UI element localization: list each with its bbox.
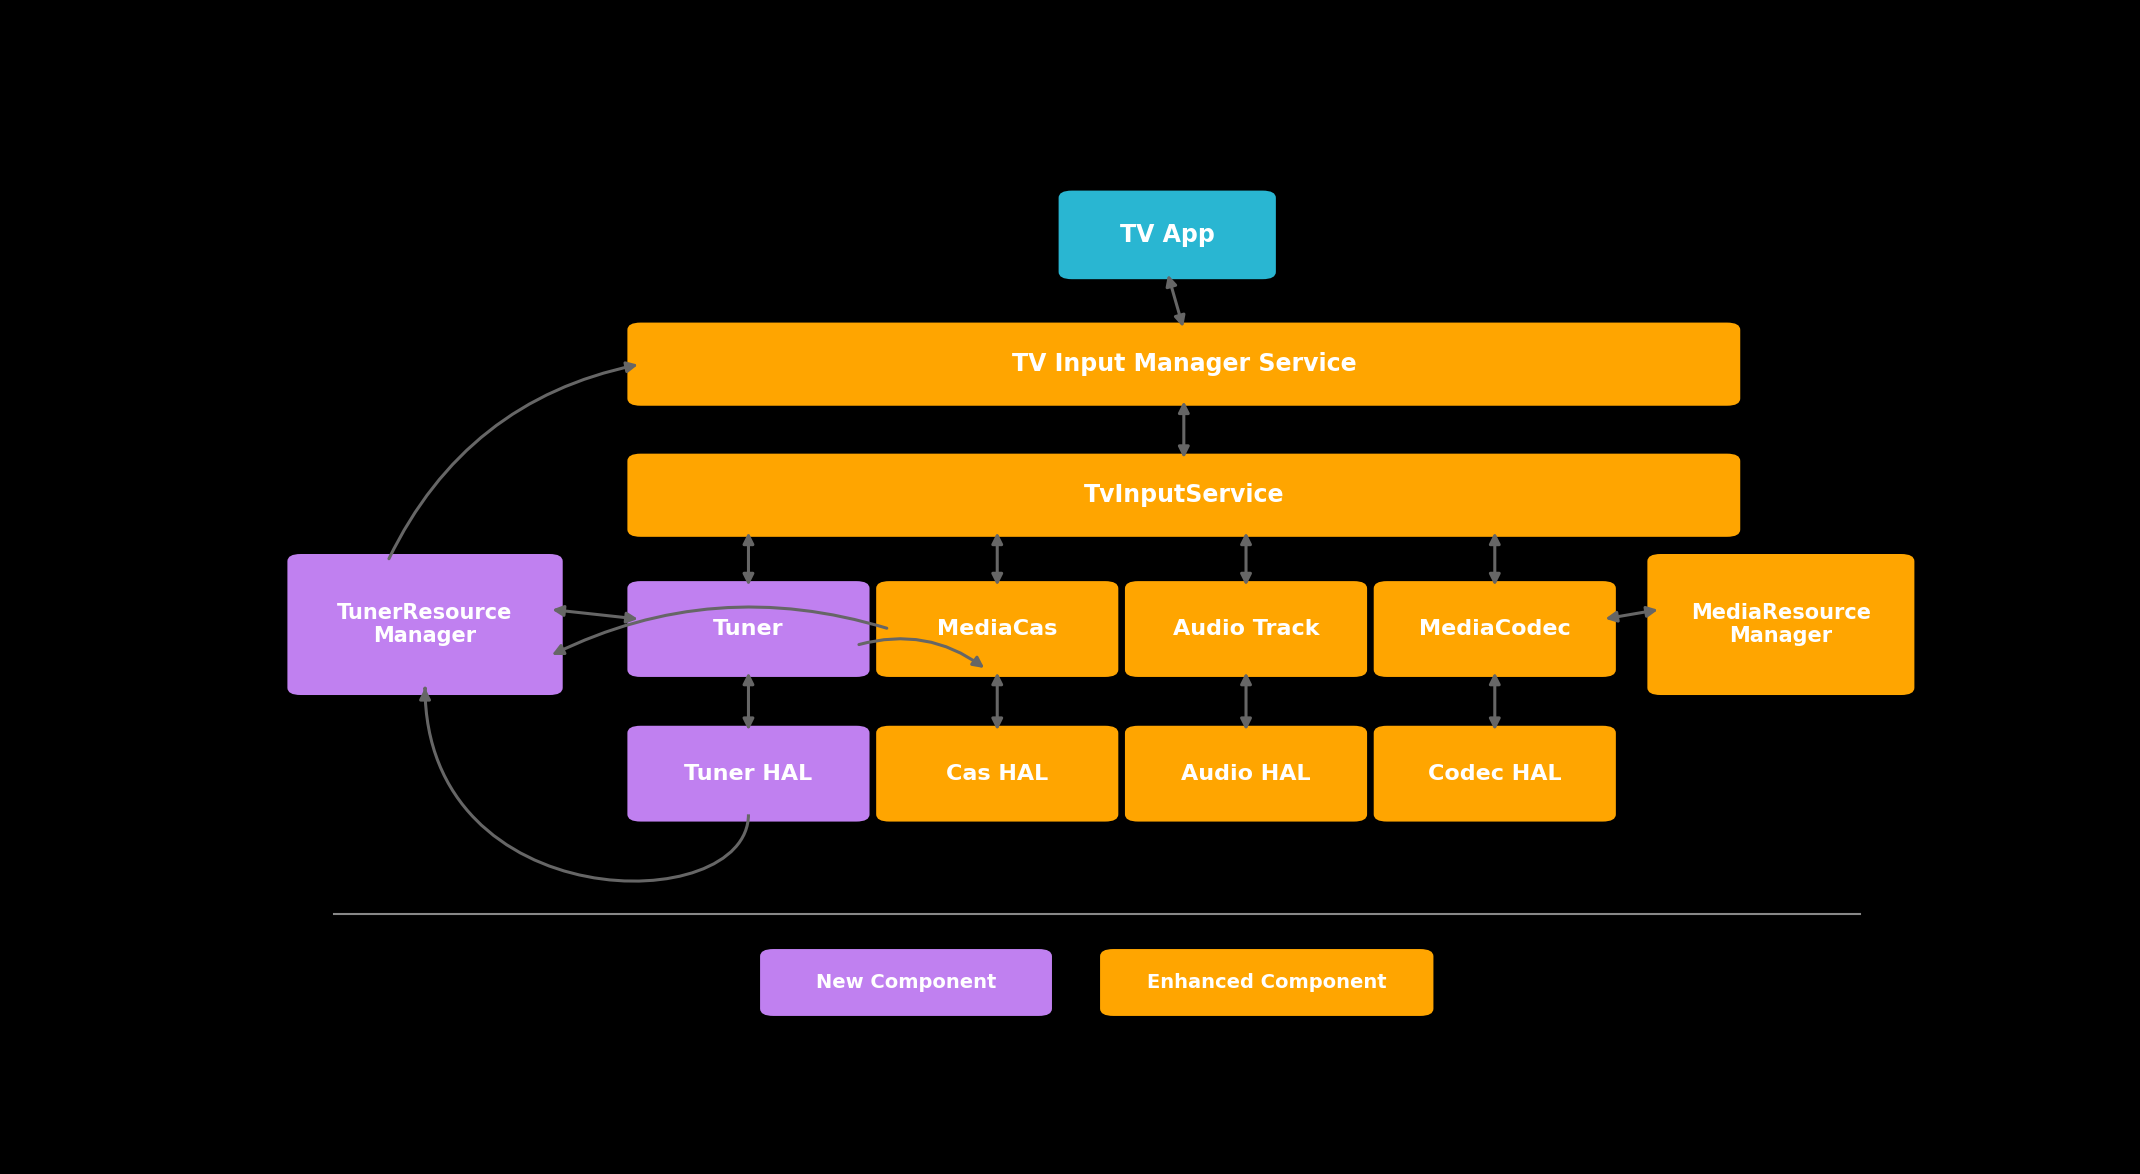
Text: Tuner: Tuner (713, 619, 783, 639)
Text: Tuner HAL: Tuner HAL (685, 763, 813, 784)
Text: TvInputService: TvInputService (1083, 484, 1284, 507)
Text: Cas HAL: Cas HAL (946, 763, 1049, 784)
Text: Codec HAL: Codec HAL (1427, 763, 1562, 784)
Text: TV App: TV App (1119, 223, 1216, 247)
FancyBboxPatch shape (1648, 554, 1915, 695)
FancyBboxPatch shape (1059, 190, 1275, 279)
Text: MediaCas: MediaCas (937, 619, 1057, 639)
FancyBboxPatch shape (875, 581, 1119, 677)
Text: TV Input Manager Service: TV Input Manager Service (1012, 352, 1357, 376)
Text: Audio HAL: Audio HAL (1181, 763, 1312, 784)
FancyBboxPatch shape (627, 453, 1740, 537)
FancyBboxPatch shape (627, 323, 1740, 406)
FancyBboxPatch shape (627, 581, 869, 677)
FancyBboxPatch shape (1100, 949, 1434, 1016)
FancyBboxPatch shape (1126, 726, 1367, 822)
Text: MediaResource
Manager: MediaResource Manager (1691, 603, 1870, 646)
Text: TunerResource
Manager: TunerResource Manager (338, 603, 514, 646)
FancyBboxPatch shape (1126, 581, 1367, 677)
FancyBboxPatch shape (875, 726, 1119, 822)
Text: Audio Track: Audio Track (1173, 619, 1318, 639)
FancyBboxPatch shape (1374, 581, 1616, 677)
FancyBboxPatch shape (760, 949, 1053, 1016)
FancyBboxPatch shape (287, 554, 563, 695)
Text: New Component: New Component (815, 973, 997, 992)
FancyBboxPatch shape (627, 726, 869, 822)
Text: MediaCodec: MediaCodec (1419, 619, 1571, 639)
Text: Enhanced Component: Enhanced Component (1147, 973, 1387, 992)
FancyBboxPatch shape (1374, 726, 1616, 822)
